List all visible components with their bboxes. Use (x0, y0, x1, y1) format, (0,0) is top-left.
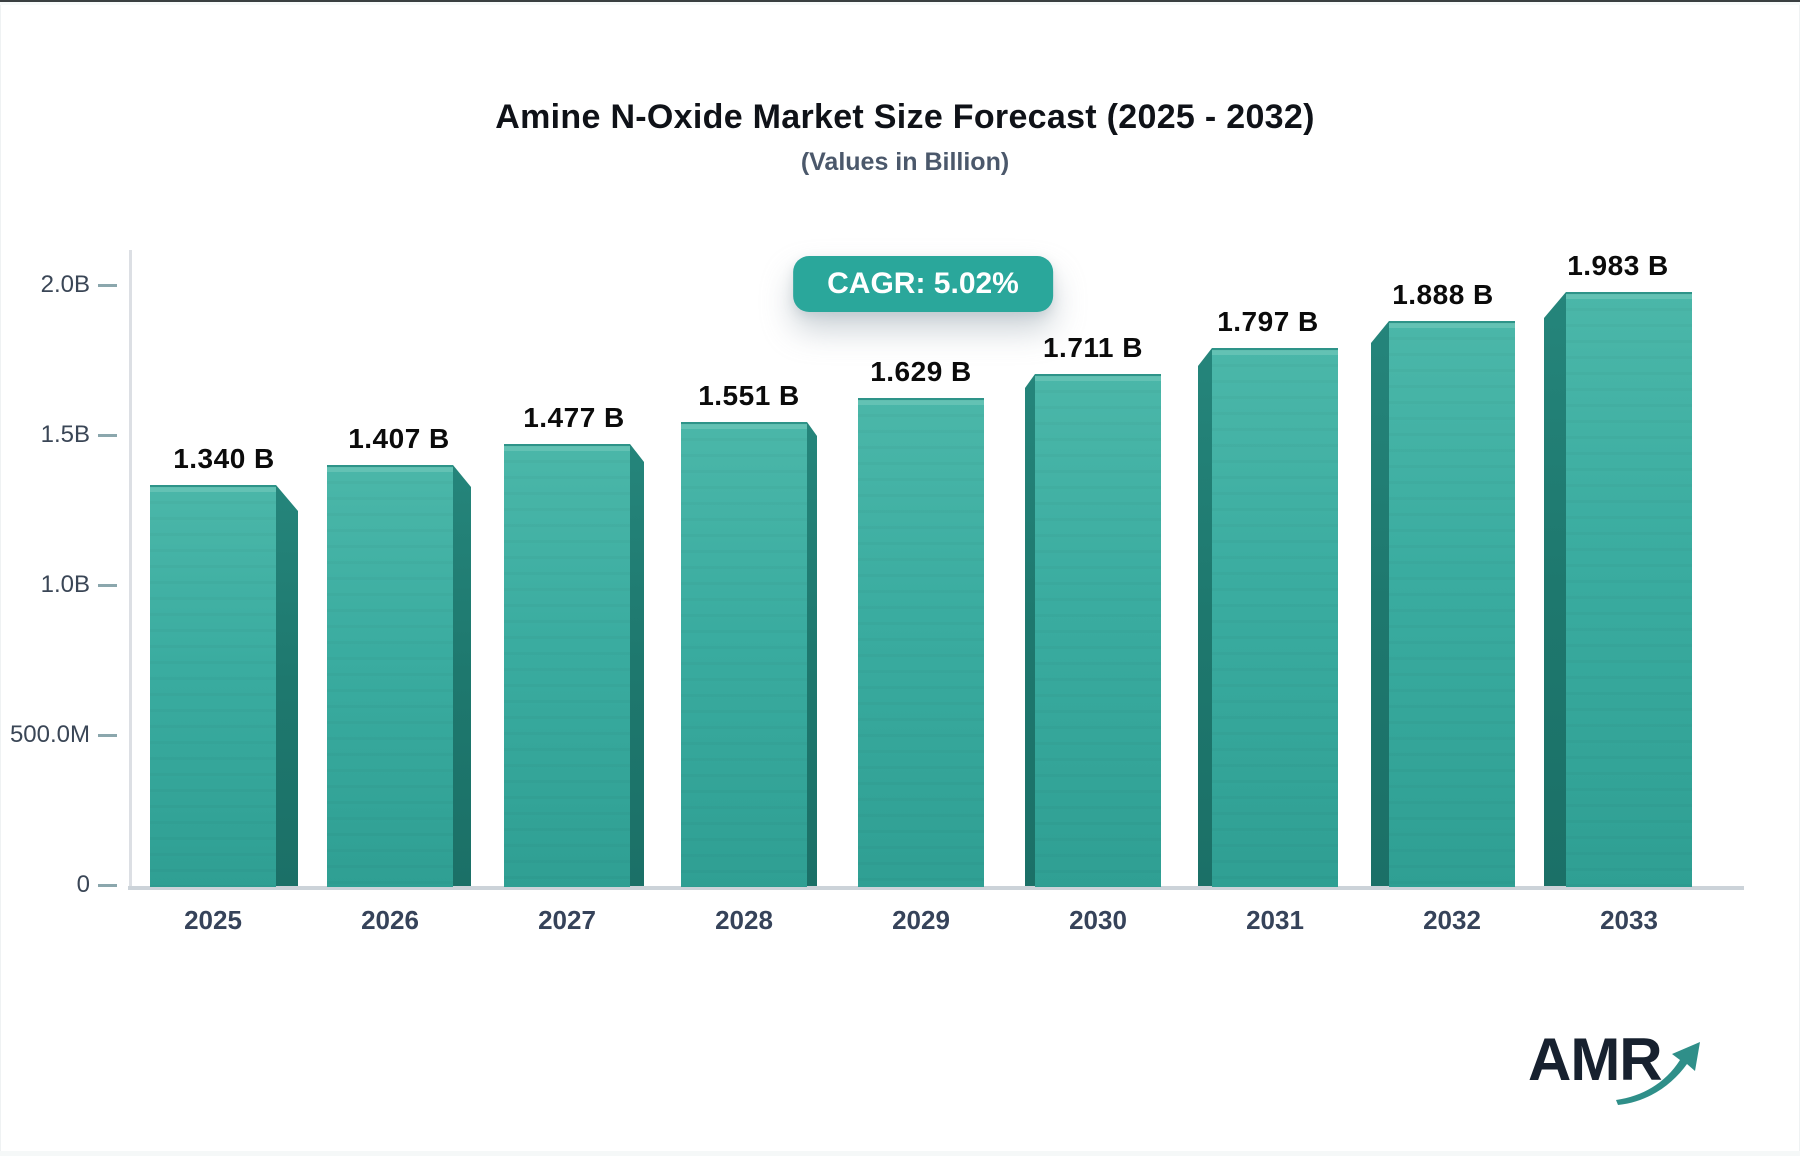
bar-value-label-2029: 1.629 B (870, 356, 972, 387)
cagr-badge: CAGR: 5.02% (793, 256, 1053, 312)
amr-logo: AMR (1528, 1030, 1718, 1120)
y-tick-dash-1.5B (98, 434, 117, 437)
bar-side-2032 (1371, 321, 1389, 886)
y-tick-dash-2.0B (98, 284, 117, 287)
x-axis-label-2032: 2032 (1423, 905, 1481, 935)
bar-value-label-2028: 1.551 B (698, 380, 800, 411)
amr-logo-text: AMR (1528, 1026, 1663, 1093)
x-axis-label-2027: 2027 (538, 905, 596, 935)
bar-side-2030 (1025, 374, 1035, 886)
bar-value-label-2026: 1.407 B (348, 423, 450, 454)
bar-2031 (1212, 348, 1338, 887)
bar-value-label-2030: 1.711 B (1042, 332, 1144, 363)
x-axis-label-2026: 2026 (361, 905, 419, 935)
bar-value-label-2031: 1.797 B (1217, 306, 1319, 337)
bar-side-2026 (453, 465, 471, 886)
bar-2030 (1035, 374, 1161, 887)
bar-side-2028 (807, 422, 817, 886)
x-axis-label-2030: 2030 (1069, 905, 1127, 935)
y-tick-label-1.0B: 1.0B (40, 571, 90, 598)
bar-side-2025 (276, 485, 298, 886)
x-axis-label-2029: 2029 (892, 905, 950, 935)
bar-side-2027 (630, 444, 644, 886)
y-tick-label-1.5B: 1.5B (40, 421, 90, 448)
top-edge-line (0, 0, 1800, 2)
chart-subtitle: (Values in Billion) (800, 148, 1010, 176)
x-axis-label-2033: 2033 (1600, 905, 1658, 935)
bar-2028 (681, 422, 807, 887)
bar-2025 (150, 485, 276, 887)
x-axis-label-2028: 2028 (715, 905, 773, 935)
bottom-edge-strip (0, 1151, 1800, 1156)
y-tick-dash-500.0M (98, 734, 117, 737)
bar-side-2033 (1544, 292, 1566, 886)
y-tick-dash-1.0B (98, 584, 117, 587)
bar-value-label-2032: 1.888 B (1392, 279, 1494, 310)
growth-arrow-icon (1616, 1042, 1700, 1105)
y-tick-label-2.0B: 2.0B (40, 271, 90, 298)
bar-2027 (504, 444, 630, 887)
x-axis-baseline (128, 886, 1744, 890)
bar-2033 (1566, 292, 1692, 887)
y-tick-dash-0 (98, 884, 117, 887)
chart-title: Amine N-Oxide Market Size Forecast (2025… (495, 98, 1315, 136)
bar-side-2031 (1198, 348, 1212, 886)
bar-value-label-2025: 1.340 B (173, 443, 275, 474)
y-axis-line (129, 250, 132, 887)
top-edge-strip (0, 2, 1800, 5)
bar-2026 (327, 465, 453, 887)
x-axis-label-2025: 2025 (184, 905, 242, 935)
y-tick-label-0: 0 (76, 871, 90, 898)
bar-value-label-2033: 1.983 B (1567, 250, 1669, 281)
y-tick-label-500.0M: 500.0M (9, 721, 90, 748)
bar-2029 (858, 398, 984, 887)
bar-2032 (1389, 321, 1515, 887)
x-axis-label-2031: 2031 (1246, 905, 1304, 935)
bar-value-label-2027: 1.477 B (523, 402, 625, 433)
